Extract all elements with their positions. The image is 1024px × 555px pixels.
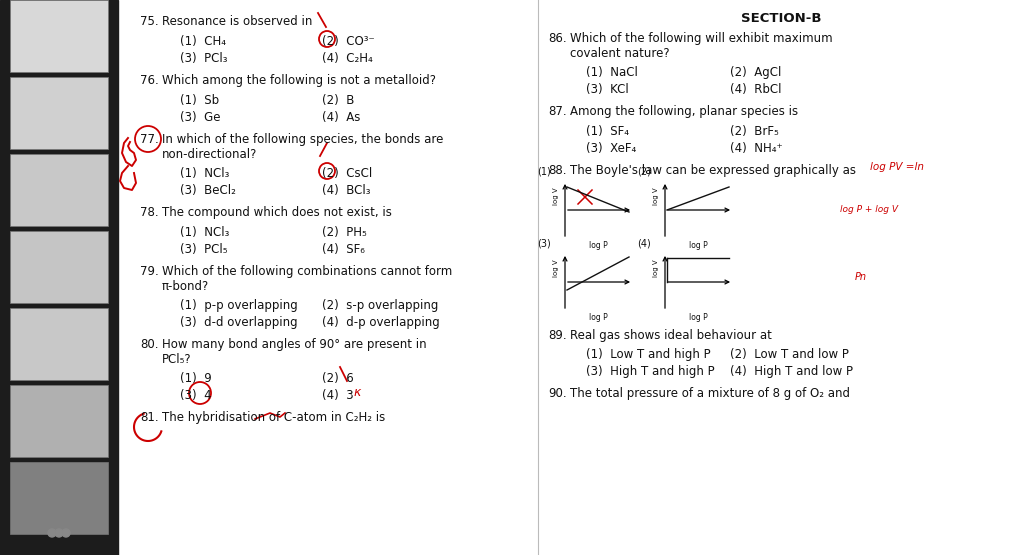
Text: log V: log V bbox=[653, 259, 659, 277]
Text: log PV =ln: log PV =ln bbox=[870, 162, 924, 172]
Text: covalent nature?: covalent nature? bbox=[570, 47, 670, 60]
Circle shape bbox=[48, 529, 56, 537]
Text: (3)  XeF₄: (3) XeF₄ bbox=[586, 142, 636, 155]
Text: (2)  CO³⁻: (2) CO³⁻ bbox=[322, 35, 375, 48]
Text: (4)  BCl₃: (4) BCl₃ bbox=[322, 184, 371, 197]
Text: (3): (3) bbox=[538, 239, 551, 249]
Text: 80.: 80. bbox=[140, 338, 159, 351]
Text: log V: log V bbox=[553, 187, 559, 205]
Text: log V: log V bbox=[553, 259, 559, 277]
Bar bbox=[10, 462, 108, 534]
Text: (2)  AgCl: (2) AgCl bbox=[730, 66, 781, 79]
Text: (3)  High T and high P: (3) High T and high P bbox=[586, 365, 715, 378]
Text: Which of the following combinations cannot form: Which of the following combinations cann… bbox=[162, 265, 453, 278]
Bar bbox=[10, 231, 108, 303]
Text: Real gas shows ideal behaviour at: Real gas shows ideal behaviour at bbox=[570, 329, 772, 342]
Text: (3)  PCl₃: (3) PCl₃ bbox=[180, 52, 227, 65]
Text: The compound which does not exist, is: The compound which does not exist, is bbox=[162, 206, 392, 219]
Bar bbox=[10, 154, 108, 226]
Text: (2)  CsCl: (2) CsCl bbox=[322, 167, 373, 180]
Text: (4)  d-p overlapping: (4) d-p overlapping bbox=[322, 316, 439, 329]
Text: Pn: Pn bbox=[855, 272, 867, 282]
Bar bbox=[10, 77, 108, 149]
Text: (4)  As: (4) As bbox=[322, 111, 360, 124]
Bar bbox=[10, 308, 108, 380]
Text: (2)  BrF₅: (2) BrF₅ bbox=[730, 125, 778, 138]
Text: 78.: 78. bbox=[140, 206, 159, 219]
Text: How many bond angles of 90° are present in: How many bond angles of 90° are present … bbox=[162, 338, 427, 351]
Text: (1)  NCl₃: (1) NCl₃ bbox=[180, 226, 229, 239]
Text: (1)  NaCl: (1) NaCl bbox=[586, 66, 638, 79]
Text: (3)  KCl: (3) KCl bbox=[586, 83, 629, 96]
Text: (3)  Ge: (3) Ge bbox=[180, 111, 220, 124]
Text: The Boyle's law can be expressed graphically as: The Boyle's law can be expressed graphic… bbox=[570, 164, 856, 177]
Text: In which of the following species, the bonds are: In which of the following species, the b… bbox=[162, 133, 443, 146]
Text: 75.: 75. bbox=[140, 15, 159, 28]
Text: Resonance is observed in: Resonance is observed in bbox=[162, 15, 312, 28]
Text: (1)  NCl₃: (1) NCl₃ bbox=[180, 167, 229, 180]
Circle shape bbox=[55, 529, 63, 537]
Text: (4)  SF₆: (4) SF₆ bbox=[322, 243, 365, 256]
Text: (3)  4: (3) 4 bbox=[180, 389, 212, 402]
Text: κ: κ bbox=[354, 386, 361, 399]
Text: (1)  9: (1) 9 bbox=[180, 372, 212, 385]
Text: Which of the following will exhibit maximum: Which of the following will exhibit maxi… bbox=[570, 32, 833, 45]
Text: (1)  CH₄: (1) CH₄ bbox=[180, 35, 226, 48]
Text: π-bond?: π-bond? bbox=[162, 280, 209, 293]
Text: Among the following, planar species is: Among the following, planar species is bbox=[570, 105, 798, 118]
Bar bbox=[10, 385, 108, 457]
Text: non-directional?: non-directional? bbox=[162, 148, 257, 161]
Text: (1)  Sb: (1) Sb bbox=[180, 94, 219, 107]
Text: (2): (2) bbox=[637, 167, 651, 177]
Text: (4)  3: (4) 3 bbox=[322, 389, 353, 402]
Text: 90.: 90. bbox=[548, 387, 566, 400]
Text: (2)  6: (2) 6 bbox=[322, 372, 353, 385]
Text: log P: log P bbox=[589, 241, 607, 250]
Text: 89.: 89. bbox=[548, 329, 566, 342]
Text: log P: log P bbox=[589, 313, 607, 322]
Text: (4)  NH₄⁺: (4) NH₄⁺ bbox=[730, 142, 782, 155]
Text: 76.: 76. bbox=[140, 74, 159, 87]
Text: The hybridisation of C-atom in C₂H₂ is: The hybridisation of C-atom in C₂H₂ is bbox=[162, 411, 385, 424]
Text: 77.: 77. bbox=[140, 133, 159, 146]
Text: (3)  BeCl₂: (3) BeCl₂ bbox=[180, 184, 236, 197]
Text: (1): (1) bbox=[538, 167, 551, 177]
Text: (4): (4) bbox=[637, 239, 651, 249]
Text: Which among the following is not a metalloid?: Which among the following is not a metal… bbox=[162, 74, 436, 87]
Text: (2)  B: (2) B bbox=[322, 94, 354, 107]
Text: (4)  C₂H₄: (4) C₂H₄ bbox=[322, 52, 373, 65]
Text: log P: log P bbox=[688, 313, 708, 322]
Text: (2)  s-p overlapping: (2) s-p overlapping bbox=[322, 299, 438, 312]
Text: log V: log V bbox=[653, 187, 659, 205]
Text: (1)  p-p overlapping: (1) p-p overlapping bbox=[180, 299, 298, 312]
Text: (3)  PCl₅: (3) PCl₅ bbox=[180, 243, 227, 256]
Text: PCl₅?: PCl₅? bbox=[162, 353, 191, 366]
Text: log P: log P bbox=[688, 241, 708, 250]
Circle shape bbox=[62, 529, 70, 537]
Text: (2)  Low T and low P: (2) Low T and low P bbox=[730, 348, 849, 361]
Text: 81.: 81. bbox=[140, 411, 159, 424]
Text: (3)  d-d overlapping: (3) d-d overlapping bbox=[180, 316, 298, 329]
Text: The total pressure of a mixture of 8 g of O₂ and: The total pressure of a mixture of 8 g o… bbox=[570, 387, 850, 400]
Text: (2)  PH₅: (2) PH₅ bbox=[322, 226, 367, 239]
Text: (4)  RbCl: (4) RbCl bbox=[730, 83, 781, 96]
Bar bbox=[10, 0, 108, 72]
Bar bbox=[0, 0, 118, 555]
Text: SECTION-B: SECTION-B bbox=[740, 12, 821, 25]
Text: 86.: 86. bbox=[548, 32, 566, 45]
Text: log P + log V: log P + log V bbox=[840, 205, 898, 214]
Text: 79.: 79. bbox=[140, 265, 159, 278]
Text: 87.: 87. bbox=[548, 105, 566, 118]
Text: (4)  High T and low P: (4) High T and low P bbox=[730, 365, 853, 378]
Text: 88.: 88. bbox=[548, 164, 566, 177]
Text: (1)  SF₄: (1) SF₄ bbox=[586, 125, 629, 138]
Text: (1)  Low T and high P: (1) Low T and high P bbox=[586, 348, 711, 361]
